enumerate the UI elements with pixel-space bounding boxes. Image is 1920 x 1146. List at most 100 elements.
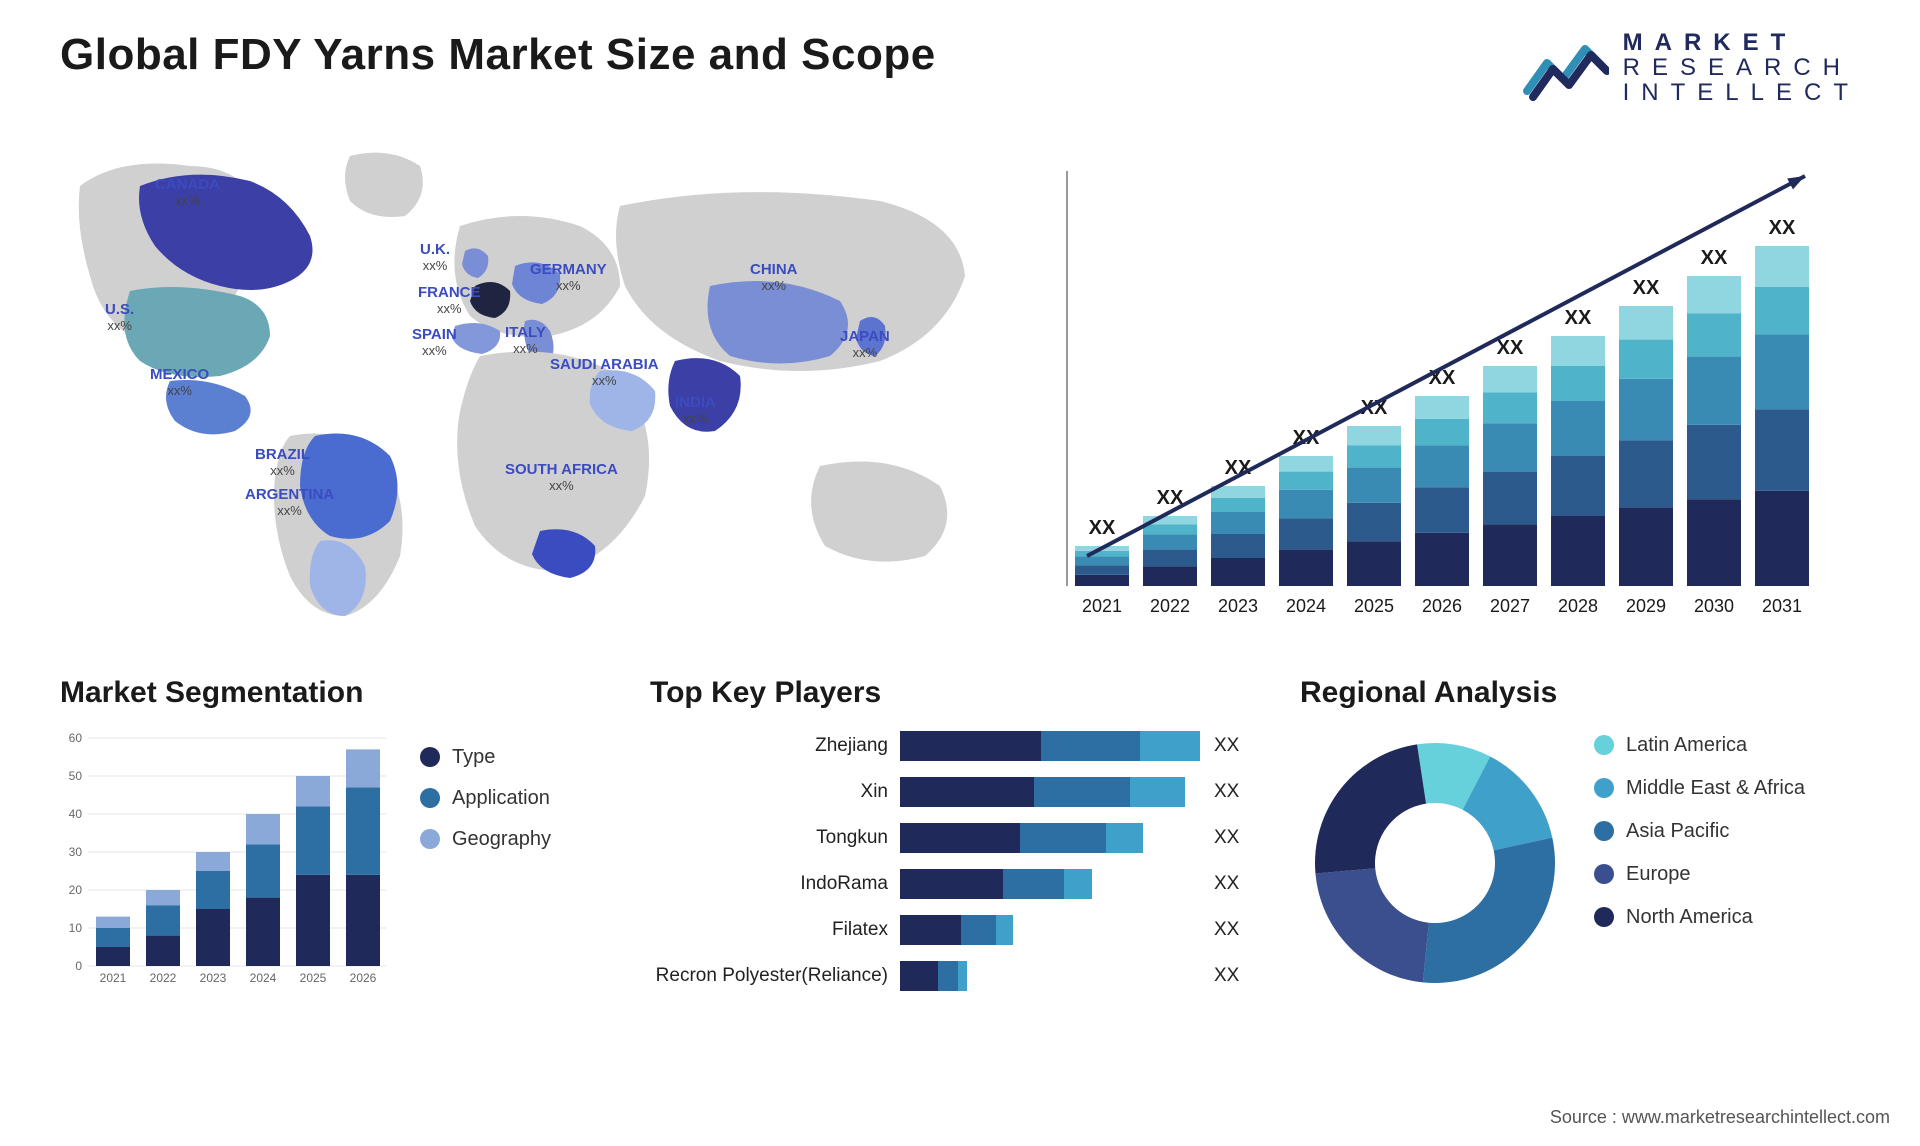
map-label: FRANCExx%	[418, 284, 481, 317]
svg-text:XX: XX	[1701, 247, 1728, 269]
player-value: XX	[1200, 965, 1239, 987]
forecast-bar-chart: 2021XX2022XX2023XX2024XX2025XX2026XX2027…	[1040, 126, 1860, 636]
top-row: CANADAxx%U.S.xx%MEXICOxx%BRAZILxx%ARGENT…	[60, 126, 1860, 636]
player-bar-segment	[900, 961, 938, 991]
regional-donut-chart	[1300, 728, 1570, 998]
player-bar-segment	[1064, 869, 1092, 899]
legend-label: Asia Pacific	[1626, 820, 1729, 843]
player-bar-segment	[1130, 777, 1185, 807]
legend-item: Geography	[420, 828, 551, 851]
player-value: XX	[1200, 873, 1239, 895]
svg-text:XX: XX	[1497, 337, 1524, 359]
legend-item: Asia Pacific	[1594, 820, 1805, 843]
player-bar-segment	[900, 777, 1034, 807]
legend-item: Middle East & Africa	[1594, 777, 1805, 800]
segmentation-bar-chart: 0102030405060202120222023202420252026	[60, 728, 390, 988]
player-name: Tongkun	[650, 827, 900, 849]
brand-logo: MARKET RESEARCH INTELLECT	[1523, 30, 1860, 106]
svg-text:2023: 2023	[200, 971, 227, 985]
player-bar	[900, 823, 1200, 853]
players-title: Top Key Players	[650, 676, 1270, 710]
legend-item: Europe	[1594, 863, 1805, 886]
header: Global FDY Yarns Market Size and Scope M…	[60, 30, 1860, 106]
legend-label: Type	[452, 746, 495, 769]
player-bar-segment	[961, 915, 996, 945]
map-label: SOUTH AFRICAxx%	[505, 461, 618, 494]
map-label: CANADAxx%	[155, 176, 220, 209]
player-value: XX	[1200, 827, 1239, 849]
player-bar-segment	[1041, 731, 1140, 761]
map-label: ITALYxx%	[505, 324, 546, 357]
logo-mark-icon	[1523, 33, 1609, 103]
svg-text:XX: XX	[1429, 367, 1456, 389]
svg-text:XX: XX	[1565, 307, 1592, 329]
player-name: IndoRama	[650, 873, 900, 895]
svg-text:2026: 2026	[1422, 596, 1462, 616]
svg-text:2022: 2022	[1150, 596, 1190, 616]
player-name: Filatex	[650, 919, 900, 941]
player-bar-segment	[900, 915, 961, 945]
logo-text: MARKET RESEARCH INTELLECT	[1623, 30, 1860, 106]
player-bar-segment	[900, 869, 1003, 899]
legend-swatch	[1594, 735, 1614, 755]
world-map: CANADAxx%U.S.xx%MEXICOxx%BRAZILxx%ARGENT…	[60, 126, 1000, 636]
svg-text:2026: 2026	[350, 971, 377, 985]
svg-text:2027: 2027	[1490, 596, 1530, 616]
svg-text:2028: 2028	[1558, 596, 1598, 616]
player-row: Tongkun XX	[650, 820, 1270, 856]
legend-label: Middle East & Africa	[1626, 777, 1805, 800]
legend-item: Latin America	[1594, 734, 1805, 757]
segmentation-body: 0102030405060202120222023202420252026 Ty…	[60, 728, 620, 988]
svg-text:2025: 2025	[300, 971, 327, 985]
legend-swatch	[1594, 778, 1614, 798]
legend-swatch	[1594, 907, 1614, 927]
svg-text:60: 60	[69, 731, 83, 745]
map-label: U.K.xx%	[420, 241, 450, 274]
map-label: ARGENTINAxx%	[245, 486, 334, 519]
map-label: SAUDI ARABIAxx%	[550, 356, 659, 389]
player-name: Zhejiang	[650, 735, 900, 757]
bottom-row: Market Segmentation 01020304050602021202…	[60, 676, 1860, 998]
player-bar-segment	[1106, 823, 1143, 853]
legend-swatch	[420, 747, 440, 767]
player-row: FilatexXX	[650, 912, 1270, 948]
map-label: MEXICOxx%	[150, 366, 209, 399]
svg-text:0: 0	[75, 959, 82, 973]
map-label: CHINAxx%	[750, 261, 798, 294]
map-label: GERMANYxx%	[530, 261, 607, 294]
svg-text:2029: 2029	[1626, 596, 1666, 616]
segmentation-legend: Type Application Geography	[420, 728, 551, 851]
svg-text:XX: XX	[1633, 277, 1660, 299]
player-bar-segment	[958, 961, 967, 991]
map-label: SPAINxx%	[412, 326, 457, 359]
players-section: Top Key Players ZhejiangXXXinXXTongkunXX…	[650, 676, 1270, 998]
player-bar	[900, 777, 1200, 807]
legend-item: Application	[420, 787, 551, 810]
svg-text:2023: 2023	[1218, 596, 1258, 616]
player-row: Zhejiang XX	[650, 728, 1270, 764]
segmentation-title: Market Segmentation	[60, 676, 620, 710]
svg-text:20: 20	[69, 883, 83, 897]
player-bar-segment	[1003, 869, 1064, 899]
svg-text:XX: XX	[1089, 517, 1116, 539]
legend-swatch	[1594, 821, 1614, 841]
player-bar	[900, 869, 1200, 899]
player-bar	[900, 961, 1200, 991]
map-label: JAPANxx%	[840, 328, 890, 361]
legend-item: North America	[1594, 906, 1805, 929]
svg-text:2031: 2031	[1762, 596, 1802, 616]
legend-label: Latin America	[1626, 734, 1747, 757]
player-value: XX	[1200, 735, 1239, 757]
player-bar	[900, 915, 1200, 945]
regional-title: Regional Analysis	[1300, 676, 1860, 710]
legend-swatch	[420, 829, 440, 849]
legend-label: North America	[1626, 906, 1753, 929]
map-label: INDIAxx%	[675, 394, 716, 427]
player-name: Recron Polyester(Reliance)	[650, 965, 900, 987]
forecast-chart: 2021XX2022XX2023XX2024XX2025XX2026XX2027…	[1040, 126, 1860, 636]
svg-text:2024: 2024	[1286, 596, 1326, 616]
regional-legend: Latin America Middle East & Africa Asia Pa…	[1594, 728, 1805, 929]
svg-text:2030: 2030	[1694, 596, 1734, 616]
svg-text:2021: 2021	[100, 971, 127, 985]
svg-text:XX: XX	[1769, 217, 1796, 239]
